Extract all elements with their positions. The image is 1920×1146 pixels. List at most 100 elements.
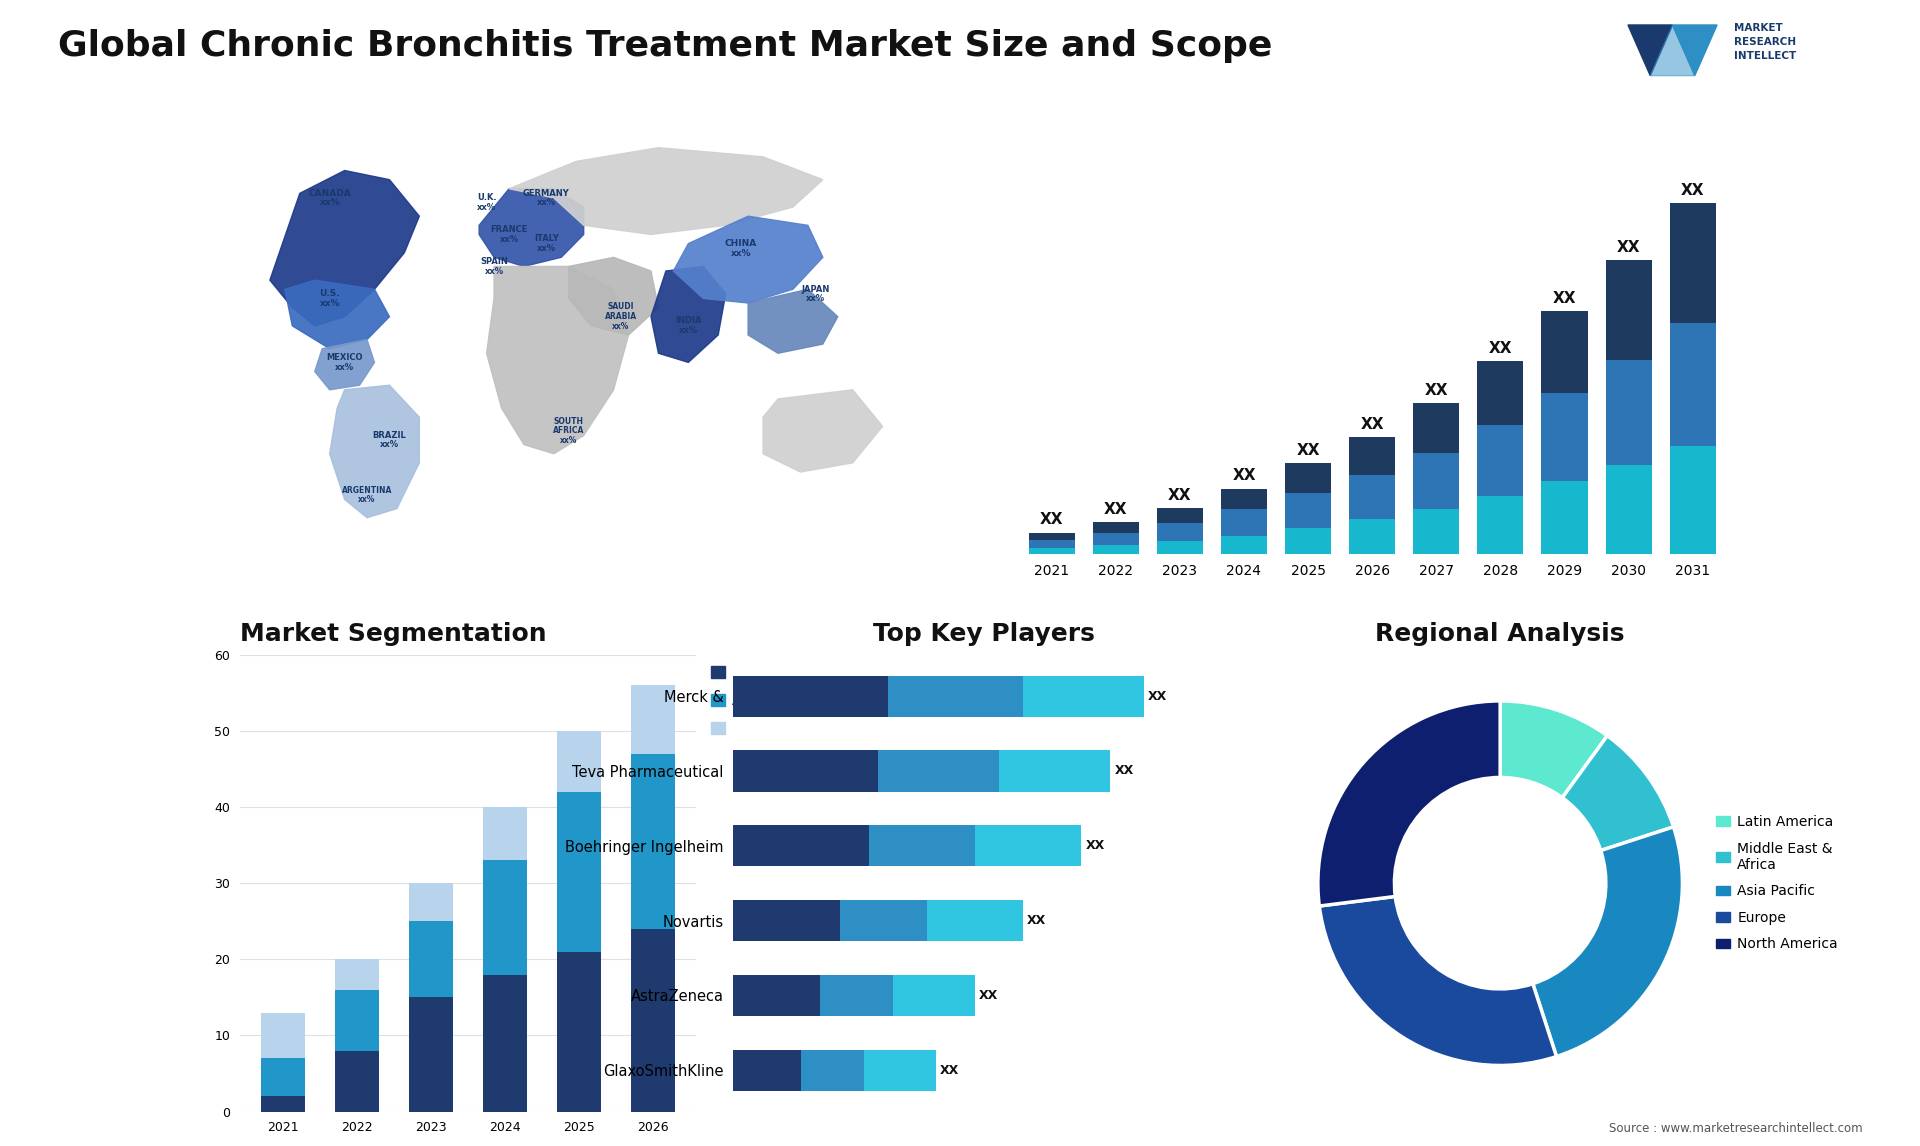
Bar [409,997,453,1112]
Bar [998,751,1110,792]
Text: XX: XX [979,989,998,1002]
Text: Global Chronic Bronchitis Treatment Market Size and Scope: Global Chronic Bronchitis Treatment Mark… [58,29,1271,63]
Polygon shape [762,390,883,472]
Bar [1029,549,1075,555]
Bar [630,754,676,929]
Text: XX: XX [1041,512,1064,527]
Text: Source : www.marketresearchintellect.com: Source : www.marketresearchintellect.com [1609,1122,1862,1135]
Text: MARKET
RESEARCH
INTELLECT: MARKET RESEARCH INTELLECT [1734,23,1795,61]
Bar [630,685,676,754]
Bar [1413,509,1459,555]
Bar [1156,541,1204,555]
Bar [482,807,526,861]
Text: GERMANY
xx%: GERMANY xx% [522,189,570,207]
Bar [975,825,1081,866]
Bar [1670,203,1716,323]
Polygon shape [486,266,628,454]
Polygon shape [284,280,390,348]
Wedge shape [1563,736,1674,850]
Text: JAPAN
xx%: JAPAN xx% [801,284,829,304]
Bar [1092,545,1139,555]
Text: FRANCE
xx%: FRANCE xx% [490,225,528,244]
Bar [557,792,601,951]
Bar [1670,446,1716,555]
Bar [409,921,453,997]
Bar [1284,528,1331,555]
Bar [1029,533,1075,540]
Text: U.K.
xx%: U.K. xx% [476,194,497,212]
Polygon shape [1649,25,1695,76]
Bar [1092,523,1139,533]
Polygon shape [480,189,584,266]
Legend: Latin America, Middle East &
Africa, Asia Pacific, Europe, North America: Latin America, Middle East & Africa, Asi… [1713,811,1841,956]
Text: XX: XX [1617,240,1640,254]
Bar [334,1051,378,1112]
Wedge shape [1532,827,1682,1057]
Polygon shape [315,339,374,390]
Bar [839,900,927,941]
Text: SPAIN
xx%: SPAIN xx% [480,257,509,276]
Text: XX: XX [1296,444,1319,458]
Bar [1221,535,1267,555]
Text: SAUDI
ARABIA
xx%: SAUDI ARABIA xx% [605,303,637,331]
Polygon shape [749,289,837,353]
Text: ARGENTINA
xx%: ARGENTINA xx% [342,486,392,504]
Bar [1029,540,1075,549]
Text: XX: XX [1553,291,1576,306]
Bar [1605,360,1651,465]
Text: XX: XX [1425,383,1448,398]
Bar [482,861,526,974]
Wedge shape [1317,701,1500,906]
Polygon shape [1628,25,1672,76]
Legend: Product, Application, Geography: Product, Application, Geography [707,661,814,740]
Bar [1542,312,1588,393]
Polygon shape [271,171,419,325]
Title: Regional Analysis: Regional Analysis [1375,622,1624,646]
Bar [1023,675,1144,716]
Text: BRAZIL
xx%: BRAZIL xx% [372,431,407,449]
Bar [1670,323,1716,446]
Bar [733,825,868,866]
Text: XX: XX [1361,417,1384,432]
Text: ITALY
xx%: ITALY xx% [534,234,559,253]
Bar [1156,508,1204,523]
Bar [334,990,378,1051]
Polygon shape [568,258,659,335]
Bar [868,825,975,866]
Bar [927,900,1023,941]
Bar [1476,361,1523,425]
Bar [261,1013,305,1058]
Bar [1284,463,1331,493]
Text: XX: XX [1114,764,1133,777]
Bar [733,900,839,941]
Title: Top Key Players: Top Key Players [874,622,1094,646]
Bar [1413,453,1459,509]
Bar [1350,476,1396,519]
Polygon shape [509,148,824,235]
Bar [801,1050,864,1091]
Bar [1605,260,1651,360]
Bar [820,975,893,1017]
Bar [261,1058,305,1097]
Text: SOUTH
AFRICA
xx%: SOUTH AFRICA xx% [553,417,584,445]
Bar [1284,493,1331,528]
Text: CHINA
xx%: CHINA xx% [724,238,756,258]
Bar [557,951,601,1112]
Bar [630,929,676,1112]
Bar [1092,533,1139,545]
Bar [1350,437,1396,476]
Bar [893,975,975,1017]
Bar [877,751,998,792]
Bar [1476,425,1523,496]
Bar [1476,496,1523,555]
Wedge shape [1319,896,1557,1066]
Text: XX: XX [941,1063,960,1077]
Bar [889,675,1023,716]
Bar [733,1050,801,1091]
Bar [1221,509,1267,535]
Text: XX: XX [1233,469,1256,484]
Polygon shape [651,266,726,362]
Text: XX: XX [1167,488,1192,503]
Text: XX: XX [1104,502,1127,517]
Bar [1542,393,1588,481]
